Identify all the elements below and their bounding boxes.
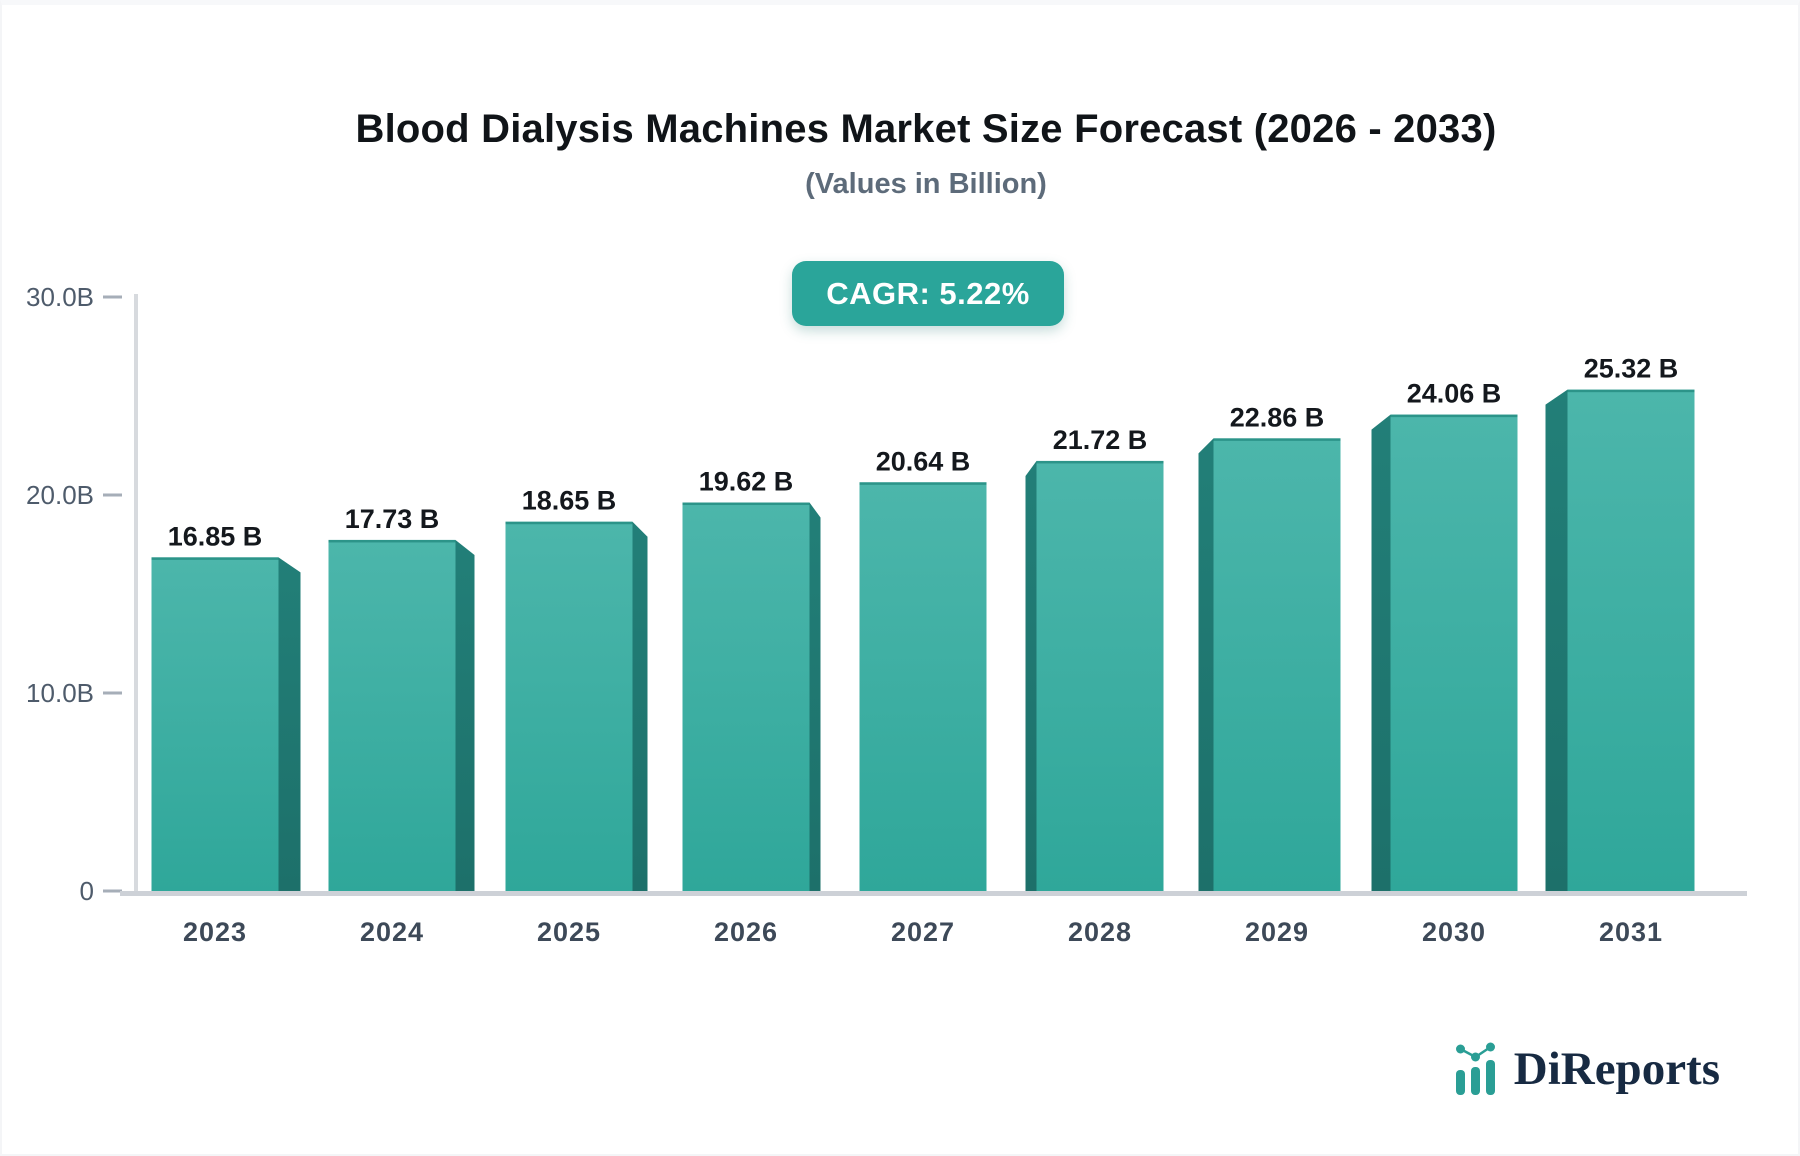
bar-face [1390, 414, 1518, 891]
bar-side [278, 557, 301, 891]
cagr-badge: CAGR: 5.22% [792, 261, 1064, 326]
y-axis-tick [103, 493, 122, 497]
y-tick-label: 30.0B [26, 282, 94, 312]
bar-top-edge [151, 557, 279, 560]
bar-face [151, 557, 279, 891]
y-axis-tick [103, 691, 122, 695]
bar-value-label: 18.65 B [522, 486, 617, 516]
bar-side [1198, 438, 1214, 891]
x-axis-label: 2028 [1068, 917, 1132, 947]
y-axis-tick [103, 889, 122, 893]
bar-side [1025, 460, 1037, 891]
bar-top-edge [682, 502, 810, 506]
bar-top-edge [1390, 414, 1518, 418]
x-axis-label: 2027 [891, 917, 955, 947]
chart-subtitle: (Values in Billion) [805, 168, 1047, 200]
bar-value-label: 21.72 B [1053, 425, 1148, 455]
bar-value-label: 17.73 B [345, 504, 440, 534]
bar-face [1567, 389, 1695, 891]
y-axis-tick [103, 295, 122, 299]
x-axis-label: 2031 [1599, 917, 1663, 947]
y-tick-label: 0 [80, 876, 94, 906]
bar-chart-icon [1455, 1042, 1495, 1095]
bar-face [859, 482, 987, 891]
x-axis-label: 2026 [714, 917, 778, 947]
y-tick-label: 10.0B [26, 678, 94, 708]
bar-side [809, 502, 821, 891]
bar-value-label: 25.32 B [1584, 354, 1679, 384]
bar-value-label: 20.64 B [876, 446, 971, 476]
bar-face [505, 521, 633, 891]
bar-top-edge [505, 521, 633, 525]
bar-group-2029: 22.86 B 2029 [1198, 402, 1341, 947]
bar-group-2026: 19.62 B 2026 [682, 467, 821, 947]
y-axis-line [134, 294, 138, 891]
bar-value-label: 22.86 B [1230, 402, 1325, 432]
bar-value-label: 24.06 B [1407, 379, 1502, 409]
bar-chart-canvas: 30.0B 20.0B 10.0B 0 16.85 B 2023 17.73 B 2024 18… [26, 282, 1747, 947]
x-axis-label: 2023 [183, 917, 247, 947]
bar-face [1213, 438, 1341, 891]
logo-text: DiReports [1513, 1042, 1720, 1095]
bar-side [632, 521, 648, 891]
bar-group-2030: 24.06 B 2030 [1371, 379, 1518, 947]
bar-top-edge [1567, 389, 1695, 393]
bar-face [328, 539, 456, 891]
bar-face [1036, 460, 1164, 891]
bar-top-edge [1213, 438, 1341, 441]
bar-group-2028: 21.72 B 2028 [1025, 425, 1164, 947]
bar-top-edge [859, 482, 987, 485]
bar-value-label: 16.85 B [168, 521, 263, 551]
chart-title: Blood Dialysis Machines Market Size Fore… [355, 107, 1497, 151]
bar-top-edge [1036, 460, 1164, 464]
x-axis-line [120, 891, 1747, 896]
x-axis-label: 2029 [1245, 917, 1309, 947]
x-axis-label: 2025 [537, 917, 601, 947]
bar-face [682, 502, 810, 891]
bar-group-2025: 18.65 B 2025 [505, 486, 648, 947]
bar-group-2023: 16.85 B 2023 [151, 521, 301, 947]
bar-group-2024: 17.73 B 2024 [328, 504, 475, 947]
bar-side [1371, 414, 1391, 891]
direports-logo: DiReports [1454, 1041, 1720, 1097]
x-axis-label: 2024 [360, 917, 424, 947]
bar-group-2027: 20.64 B 2027 [859, 446, 987, 947]
y-tick-label: 20.0B [26, 480, 94, 510]
bar-value-label: 19.62 B [699, 467, 794, 497]
x-axis-label: 2030 [1422, 917, 1486, 947]
bar-group-2031: 25.32 B 2031 [1545, 354, 1695, 947]
bar-top-edge [328, 539, 456, 543]
bar-side [1545, 389, 1568, 891]
bar-side [455, 539, 475, 891]
